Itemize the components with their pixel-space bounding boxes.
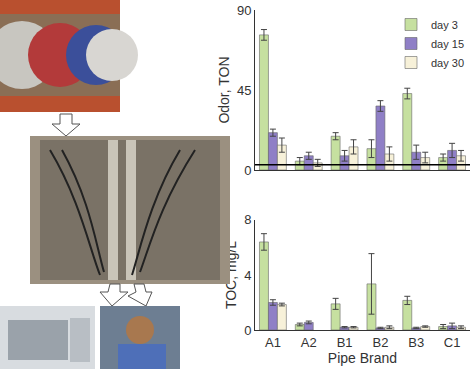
svg-text:A1: A1 (265, 335, 281, 350)
svg-text:C1: C1 (444, 335, 461, 350)
svg-text:0: 0 (244, 163, 251, 178)
svg-text:TOC, mg/L: TOC, mg/L (222, 240, 239, 310)
svg-text:A2: A2 (301, 335, 317, 350)
svg-text:B1: B1 (337, 335, 353, 350)
svg-text:0: 0 (244, 323, 251, 338)
svg-text:Odor, TON: Odor, TON (216, 56, 232, 123)
svg-text:8: 8 (244, 212, 251, 227)
svg-text:day 30: day 30 (431, 57, 464, 69)
svg-text:90: 90 (237, 3, 251, 18)
svg-text:45: 45 (237, 83, 251, 98)
svg-text:day 3: day 3 (431, 19, 458, 31)
svg-text:B2: B2 (372, 335, 388, 350)
svg-text:B3: B3 (408, 335, 424, 350)
svg-text:4: 4 (244, 268, 251, 283)
svg-text:Pipe Brand: Pipe Brand (328, 350, 397, 366)
svg-text:day 15: day 15 (431, 38, 464, 50)
